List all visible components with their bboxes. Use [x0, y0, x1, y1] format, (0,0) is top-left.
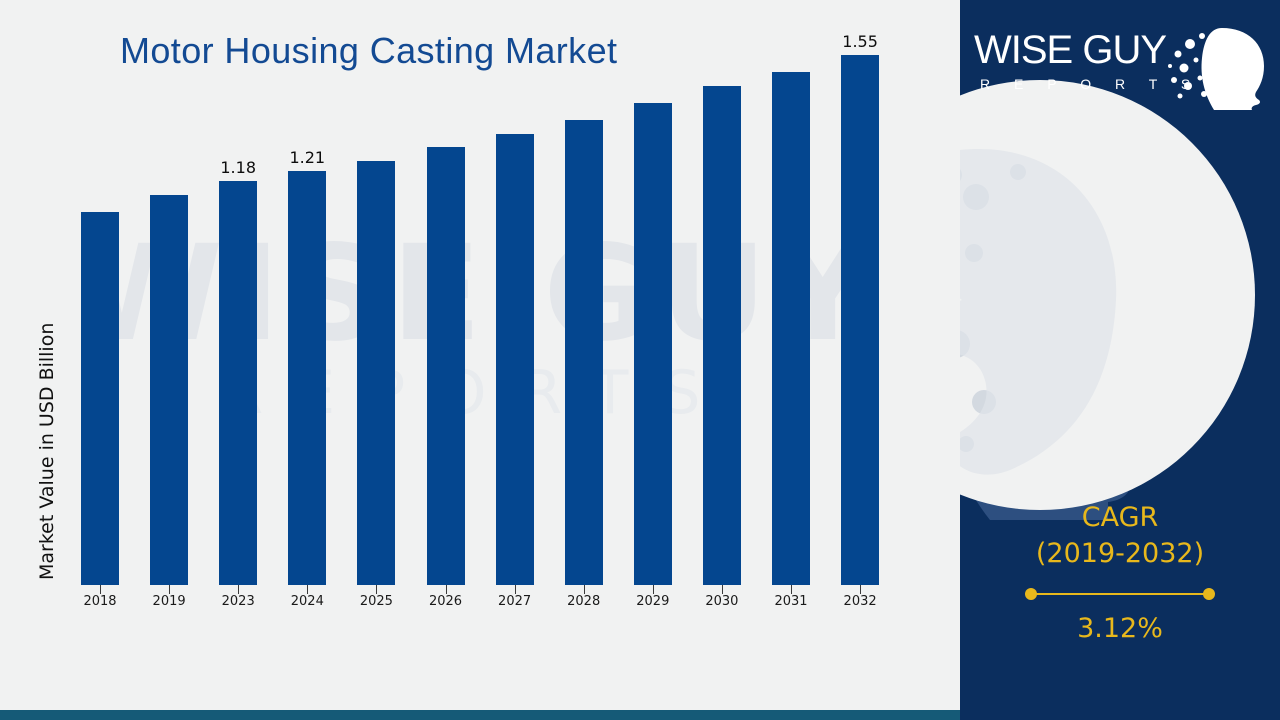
x-axis-label-2031: 2031	[774, 594, 808, 609]
bar-value-label-2032: 1.55	[842, 31, 878, 51]
x-tick-2018	[100, 585, 101, 594]
chart-title: Motor Housing Casting Market	[120, 30, 618, 71]
x-tick-2023	[238, 585, 240, 594]
bar-value-label-2024: 1.21	[289, 148, 326, 168]
bar-2024	[288, 171, 327, 585]
bar-2028	[564, 119, 603, 585]
divider-dot-left	[1025, 588, 1037, 601]
x-tick-2032	[860, 585, 862, 594]
bar-2032	[841, 54, 880, 585]
x-tick-2019	[169, 585, 171, 594]
logo-wordmark: WISE GUY	[974, 28, 1167, 72]
bar-2018	[81, 212, 119, 585]
divider-dot-right	[1203, 588, 1215, 601]
brand-panel: WISE GUY R E P O R T S CAGR (2019-2032)	[960, 0, 1280, 720]
x-axis-label-2028: 2028	[567, 594, 601, 609]
bar-2023	[219, 181, 258, 585]
cagr-title-line-2: (2019-2032)	[1035, 537, 1205, 569]
bottom-accent-strip	[0, 710, 960, 720]
x-axis-label-2024: 2024	[290, 594, 324, 609]
x-tick-2025	[376, 585, 378, 594]
chart-panel: WISE GUY REPORTS Motor Housing Casting M…	[0, 30, 960, 720]
bar-2031	[772, 72, 810, 585]
logo-subtitle: R E P O R T S	[980, 76, 1201, 92]
cagr-value: 3.12%	[1077, 613, 1163, 645]
x-tick-2024	[307, 585, 309, 594]
x-axis-label-2027: 2027	[498, 594, 532, 609]
bar-2026	[426, 147, 465, 585]
cagr-block: CAGR (2019-2032) 3.12%	[960, 500, 1280, 644]
bar-2030	[702, 85, 741, 585]
brand-logo: WISE GUY R E P O R T S	[968, 28, 1268, 114]
x-axis-label-2023: 2023	[221, 594, 255, 609]
x-axis-label-2029: 2029	[636, 594, 670, 609]
x-axis-label-2032: 2032	[843, 594, 877, 609]
x-axis-label-2019: 2019	[152, 594, 186, 609]
panel-decoration	[960, 80, 1255, 520]
head-profile-dots-icon	[1168, 28, 1264, 110]
bar-2027	[495, 133, 534, 585]
x-tick-2029	[652, 585, 654, 594]
bar-2025	[357, 160, 396, 585]
x-tick-2031	[791, 585, 792, 594]
x-tick-2026	[445, 585, 447, 594]
cagr-title-line-1: CAGR	[1081, 502, 1159, 533]
x-tick-2030	[721, 585, 723, 594]
bar-2019	[150, 195, 189, 585]
divider-line	[1033, 593, 1207, 596]
x-axis-label-2030: 2030	[705, 594, 739, 609]
x-axis-label-2018: 2018	[83, 594, 117, 609]
x-tick-2028	[583, 585, 585, 594]
x-axis-label-2025: 2025	[359, 594, 393, 609]
bar-value-label-2023: 1.18	[220, 158, 256, 178]
x-axis-label-2026: 2026	[428, 594, 463, 609]
x-tick-2027	[514, 585, 516, 594]
cagr-divider	[1025, 587, 1215, 601]
bar-2029	[633, 102, 672, 585]
plot-area: 2018 2019 1.18 2023 1.21 2024 2025 2026 2027 2028…	[81, 31, 880, 609]
